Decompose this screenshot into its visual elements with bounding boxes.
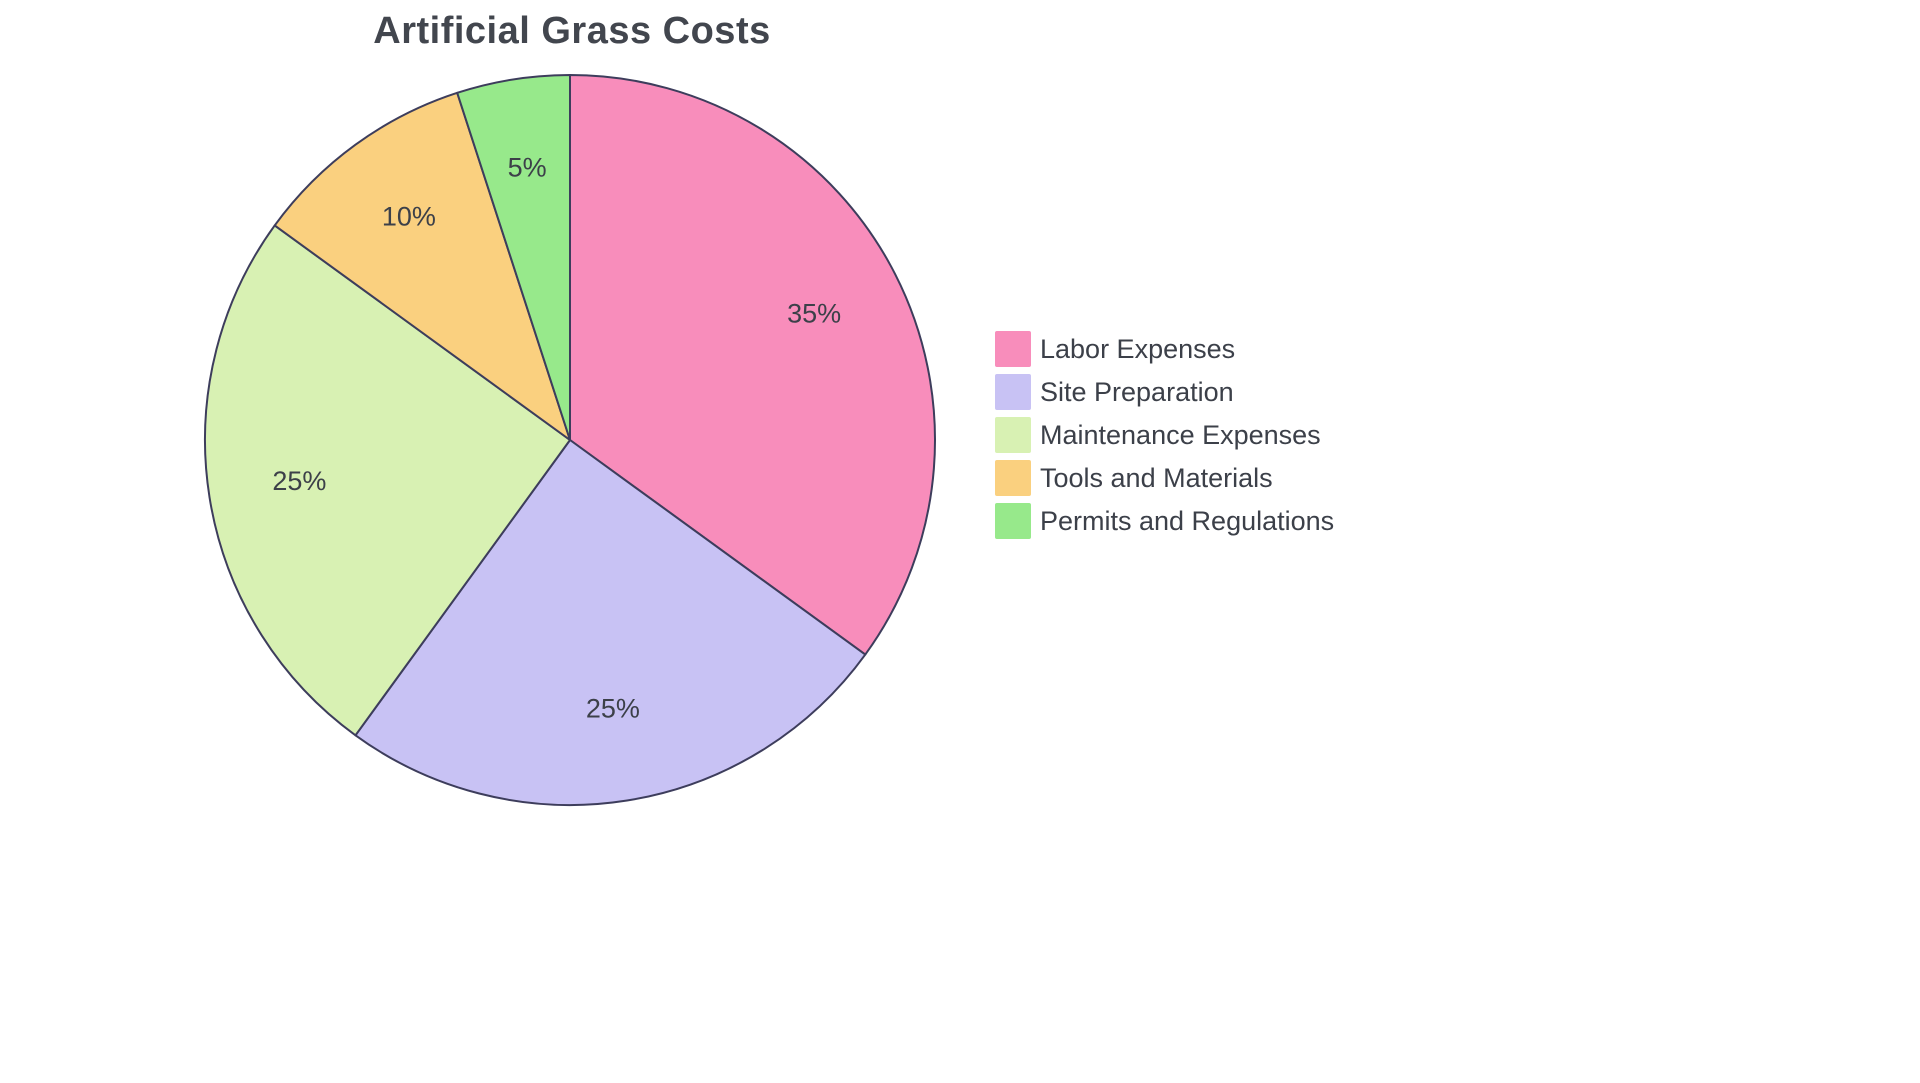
legend-label: Labor Expenses — [1040, 333, 1236, 364]
legend-swatch-tools-and-materials — [995, 460, 1031, 496]
chart-title: Artificial Grass Costs — [373, 10, 771, 52]
legend-item-tools-and-materials: Tools and Materials — [995, 460, 1334, 496]
pie-slice-permits-and-regulations — [456, 74, 571, 441]
legend-item-maintenance-expenses: Maintenance Expenses — [995, 417, 1334, 453]
legend-label: Tools and Materials — [1040, 462, 1273, 493]
pie-slice-labor-expenses — [569, 74, 936, 656]
legend-swatch-maintenance-expenses — [995, 417, 1031, 453]
pie-slice-percent-label: 5% — [508, 153, 547, 183]
legend-label: Maintenance Expenses — [1040, 419, 1321, 450]
legend-label: Site Preparation — [1040, 376, 1234, 407]
pie-slice-maintenance-expenses — [204, 224, 571, 737]
legend-swatch-site-preparation — [995, 374, 1031, 410]
legend-swatch-labor-expenses — [995, 331, 1031, 367]
pie-slice-percent-label: 25% — [586, 694, 640, 724]
legend-item-permits-and-regulations: Permits and Regulations — [995, 503, 1334, 539]
pie-slice-percent-label: 35% — [787, 299, 841, 329]
pie-slice-percent-label: 10% — [382, 201, 436, 231]
legend-item-labor-expenses: Labor Expenses — [995, 331, 1334, 367]
pie-slice-site-preparation — [354, 439, 867, 806]
pie-slice-tools-and-materials — [273, 91, 571, 441]
legend-label: Permits and Regulations — [1040, 505, 1335, 536]
pie-slice-percent-label: 25% — [272, 466, 326, 496]
legend-item-site-preparation: Site Preparation — [995, 374, 1334, 410]
legend-swatch-permits-and-regulations — [995, 503, 1031, 539]
legend: Labor Expenses Site Preparation Maintena… — [995, 331, 1334, 539]
